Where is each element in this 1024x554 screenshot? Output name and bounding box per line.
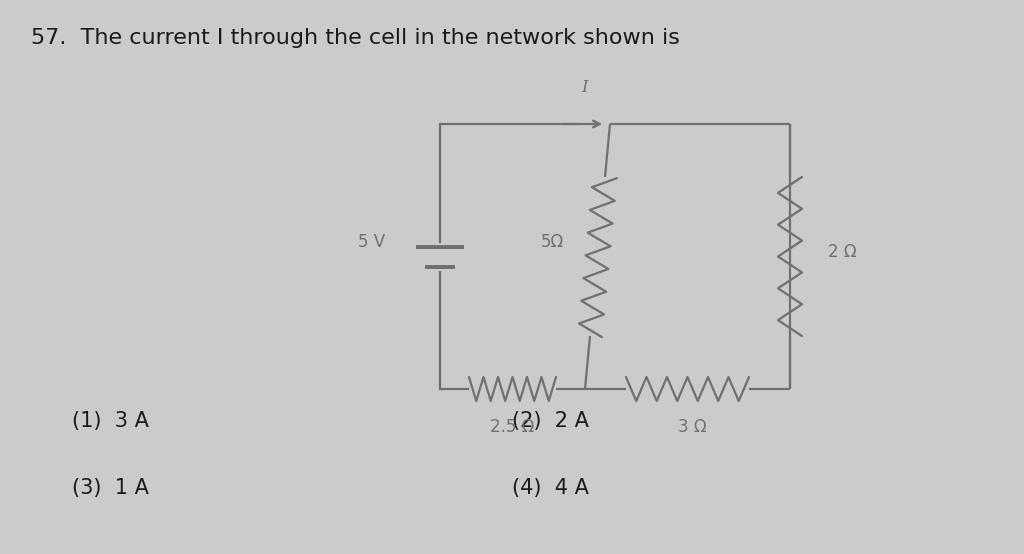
Text: (2)  2 A: (2) 2 A [512, 411, 589, 431]
Text: 3 Ω: 3 Ω [678, 418, 707, 436]
Text: (3)  1 A: (3) 1 A [72, 478, 148, 497]
Text: (4)  4 A: (4) 4 A [512, 478, 589, 497]
Text: 5 V: 5 V [357, 233, 385, 250]
Text: I: I [582, 79, 589, 96]
Text: 57.  The current I through the cell in the network shown is: 57. The current I through the cell in th… [31, 28, 680, 48]
Text: 2.5 Ω: 2.5 Ω [490, 418, 535, 436]
Text: 5Ω: 5Ω [541, 233, 564, 250]
Text: (1)  3 A: (1) 3 A [72, 411, 148, 431]
Text: 2 Ω: 2 Ω [827, 243, 856, 260]
